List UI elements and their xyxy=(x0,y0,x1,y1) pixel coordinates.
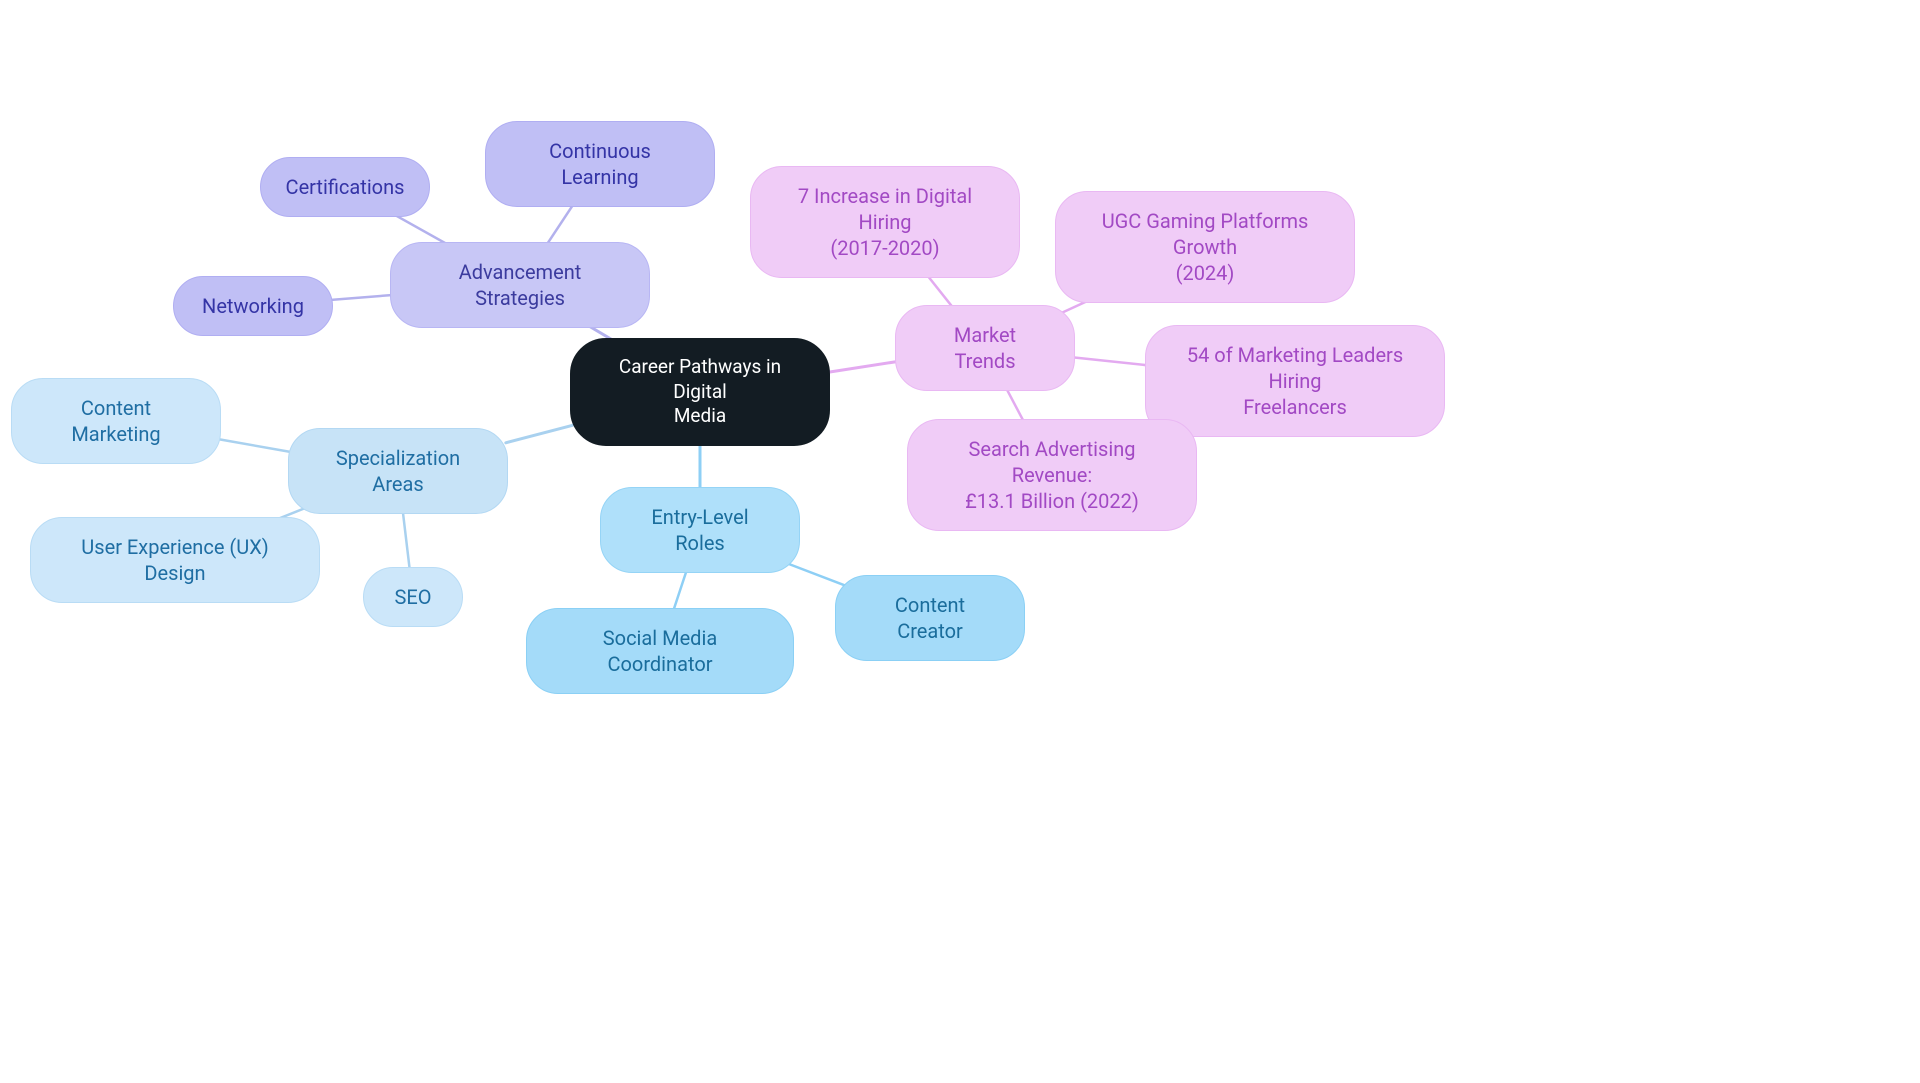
leaf-node-ux: User Experience (UX) Design xyxy=(30,517,320,603)
branch-node-market: Market Trends xyxy=(895,305,1075,391)
branch-node-entry: Entry-Level Roles xyxy=(600,487,800,573)
leaf-node-searchad: Search Advertising Revenue: £13.1 Billio… xyxy=(907,419,1197,531)
leaf-node-seo: SEO xyxy=(363,567,463,627)
edge xyxy=(506,425,573,442)
edge xyxy=(331,295,392,300)
edge xyxy=(827,362,896,373)
leaf-node-continuous: Continuous Learning xyxy=(485,121,715,207)
leaf-node-creator: Content Creator xyxy=(835,575,1025,661)
edge xyxy=(219,439,290,452)
branch-node-advancement: Advancement Strategies xyxy=(390,242,650,328)
leaf-node-networking: Networking xyxy=(173,276,333,336)
leaf-node-ugc: UGC Gaming Platforms Growth (2024) xyxy=(1055,191,1355,303)
leaf-node-freelancers: 54 of Marketing Leaders Hiring Freelance… xyxy=(1145,325,1445,437)
leaf-node-social: Social Media Coordinator xyxy=(526,608,794,694)
branch-node-specialization: Specialization Areas xyxy=(288,428,508,514)
leaf-node-contentmkt: Content Marketing xyxy=(11,378,221,464)
mindmap-canvas: Career Pathways in Digital Media Advancem… xyxy=(0,0,1920,1083)
leaf-node-certifications: Certifications xyxy=(260,157,430,217)
center-node: Career Pathways in Digital Media xyxy=(570,338,830,446)
edge xyxy=(1073,357,1148,365)
leaf-node-increase7: 7 Increase in Digital Hiring (2017-2020) xyxy=(750,166,1020,278)
